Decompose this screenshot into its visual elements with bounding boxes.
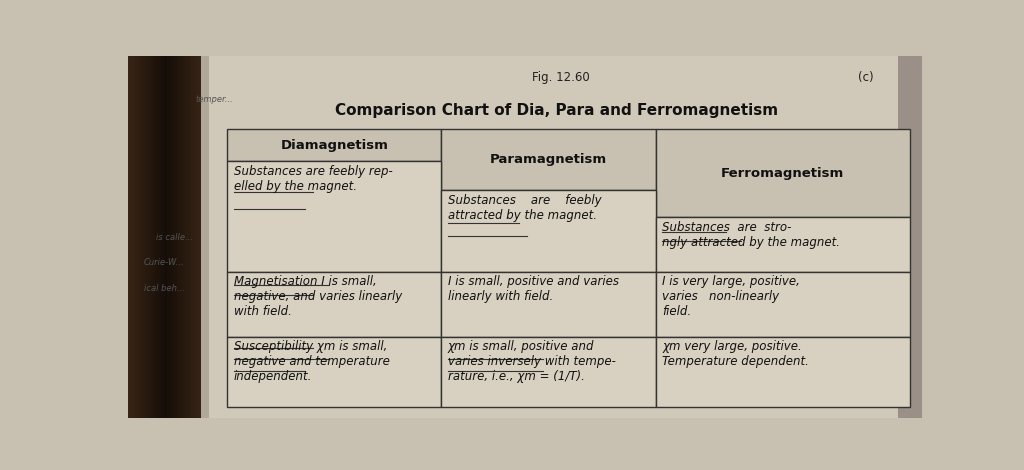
Bar <box>197 56 199 418</box>
Text: Ferromagnetism: Ferromagnetism <box>721 166 845 180</box>
Bar <box>165 56 167 418</box>
Bar <box>441 190 655 272</box>
Text: Diamagnetism: Diamagnetism <box>281 139 388 151</box>
Bar <box>227 337 441 407</box>
Bar <box>441 272 655 337</box>
Bar <box>186 56 188 418</box>
Bar <box>188 56 191 418</box>
Text: I is very large, positive,
varies   non-linearly
field.: I is very large, positive, varies non-li… <box>663 275 800 318</box>
Bar <box>138 56 140 418</box>
Bar <box>194 56 197 418</box>
Bar <box>155 56 158 418</box>
Text: Substances are feebly rep-
elled by the magnet.: Substances are feebly rep- elled by the … <box>233 165 392 193</box>
Text: Substances    are    feebly
attracted by the magnet.: Substances are feebly attracted by the m… <box>447 194 601 222</box>
Bar <box>160 56 162 418</box>
Bar <box>174 56 177 418</box>
Bar <box>142 56 145 418</box>
Text: Susceptibility χm is small,
negative and temperature
independent.: Susceptibility χm is small, negative and… <box>233 340 389 384</box>
Bar <box>130 56 133 418</box>
Bar <box>150 56 153 418</box>
Bar <box>177 56 179 418</box>
Bar <box>133 56 135 418</box>
Bar <box>655 218 909 272</box>
Bar <box>145 56 147 418</box>
Bar <box>162 56 165 418</box>
Bar <box>655 272 909 337</box>
Text: I is small, positive and varies
linearly with field.: I is small, positive and varies linearly… <box>447 275 618 303</box>
Text: χm very large, positive.
Temperature dependent.: χm very large, positive. Temperature dep… <box>663 340 809 368</box>
Text: ical beh...: ical beh... <box>143 283 184 292</box>
Bar <box>179 56 181 418</box>
Bar <box>209 56 898 418</box>
Bar <box>172 56 174 418</box>
Text: Paramagnetism: Paramagnetism <box>490 153 607 166</box>
Bar <box>153 56 155 418</box>
Bar <box>181 56 184 418</box>
Text: Fig. 12.60: Fig. 12.60 <box>531 71 590 84</box>
Bar <box>128 56 130 418</box>
Bar <box>167 56 169 418</box>
Text: Magnetisation I is small,
negative, and varies linearly
with field.: Magnetisation I is small, negative, and … <box>233 275 401 318</box>
Bar <box>227 129 441 161</box>
Bar <box>191 56 194 418</box>
Text: temper...: temper... <box>196 95 233 104</box>
Bar <box>140 56 142 418</box>
Text: (c): (c) <box>858 71 873 84</box>
Text: Comparison Chart of Dia, Para and Ferromagnetism: Comparison Chart of Dia, Para and Ferrom… <box>335 103 778 118</box>
Bar <box>158 56 160 418</box>
Bar <box>441 337 655 407</box>
Bar <box>441 129 655 190</box>
Bar <box>201 56 217 418</box>
Bar <box>184 56 186 418</box>
Bar <box>199 56 201 418</box>
Bar <box>227 272 441 337</box>
Bar <box>898 56 922 418</box>
Bar <box>147 56 150 418</box>
Bar <box>169 56 172 418</box>
Bar <box>227 161 441 272</box>
Text: Substances  are  stro-
ngly attracted by the magnet.: Substances are stro- ngly attracted by t… <box>663 221 840 249</box>
Bar <box>655 337 909 407</box>
Text: χm is small, positive and
varies inversely with tempe-
rature, i.e., χm = (1/T).: χm is small, positive and varies inverse… <box>447 340 615 384</box>
Text: is calle...: is calle... <box>156 233 193 242</box>
Text: Curie-W...: Curie-W... <box>143 258 184 267</box>
Bar <box>655 129 909 218</box>
Bar <box>135 56 138 418</box>
